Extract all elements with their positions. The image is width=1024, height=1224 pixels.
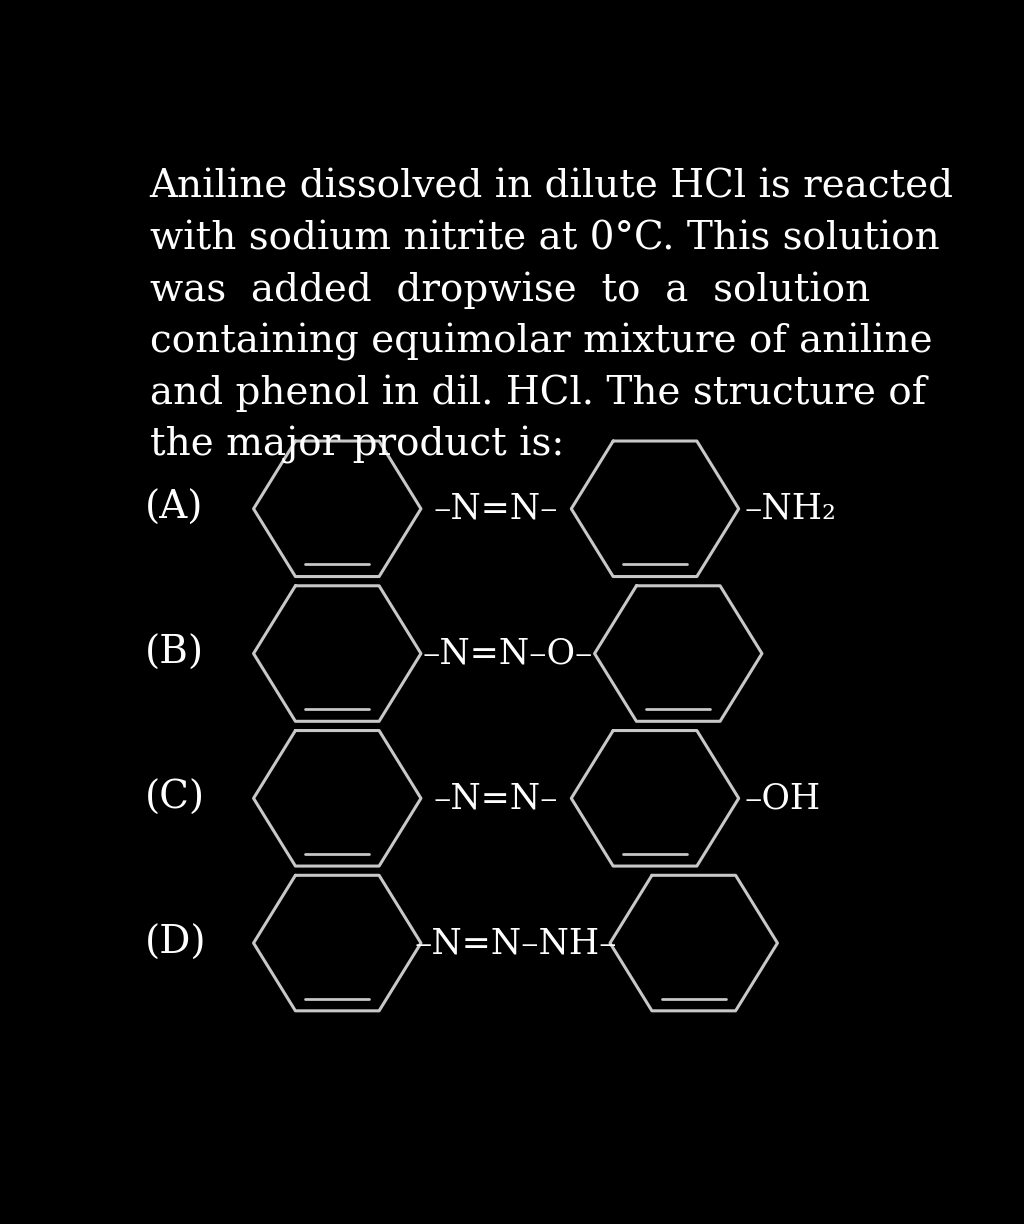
Text: containing equimolar mixture of aniline: containing equimolar mixture of aniline	[150, 323, 932, 361]
Text: was  added  dropwise  to  a  solution: was added dropwise to a solution	[150, 272, 870, 310]
Text: Aniline dissolved in dilute HCl is reacted: Aniline dissolved in dilute HCl is react…	[150, 169, 953, 206]
Text: –N=N–NH–: –N=N–NH–	[415, 927, 616, 960]
Text: –N=N–: –N=N–	[434, 492, 558, 526]
Text: (B): (B)	[145, 635, 204, 672]
Text: –N=N–O–: –N=N–O–	[423, 636, 593, 671]
Text: the major product is:: the major product is:	[150, 426, 564, 464]
Text: with sodium nitrite at 0°C. This solution: with sodium nitrite at 0°C. This solutio…	[150, 220, 939, 257]
Text: (D): (D)	[145, 924, 207, 962]
Text: and phenol in dil. HCl. The structure of: and phenol in dil. HCl. The structure of	[150, 375, 926, 412]
Text: –NH₂: –NH₂	[744, 492, 837, 526]
Text: (A): (A)	[145, 491, 204, 528]
Text: –OH: –OH	[744, 781, 821, 815]
Text: (C): (C)	[145, 780, 205, 816]
Text: –N=N–: –N=N–	[434, 781, 558, 815]
